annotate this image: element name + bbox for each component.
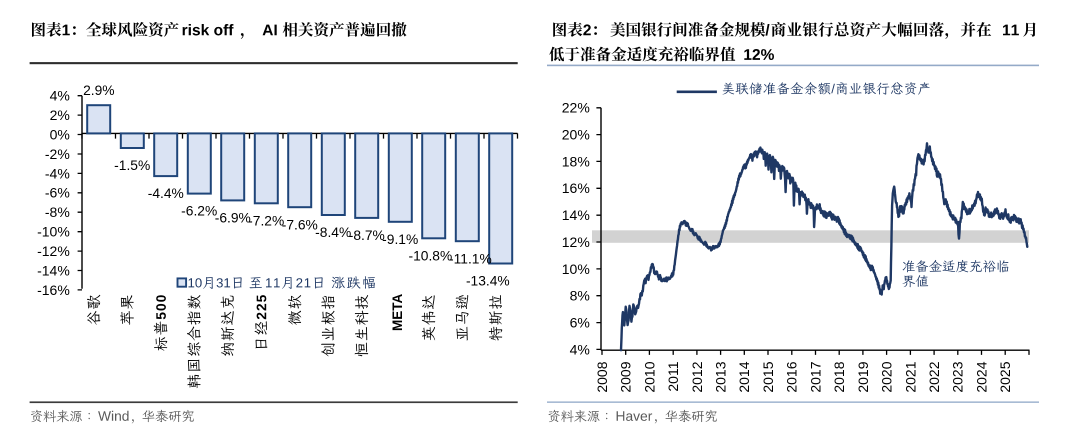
svg-text:18%: 18%: [562, 153, 590, 169]
svg-text:2025: 2025: [997, 361, 1013, 392]
svg-text:14%: 14%: [562, 207, 590, 223]
svg-text:2009: 2009: [618, 361, 634, 392]
svg-text:2010: 2010: [641, 361, 657, 392]
svg-text:2011: 2011: [665, 361, 681, 391]
svg-text:-7.2%: -7.2%: [248, 213, 284, 228]
svg-text:8%: 8%: [570, 288, 590, 304]
svg-text:-11.1%: -11.1%: [449, 251, 492, 266]
svg-text:-8%: -8%: [45, 204, 70, 220]
svg-text:-8.4%: -8.4%: [315, 225, 351, 240]
svg-text:12%: 12%: [562, 234, 590, 250]
svg-text:2019: 2019: [855, 361, 871, 392]
svg-text:-1.5%: -1.5%: [114, 158, 150, 173]
svg-text:2013: 2013: [713, 361, 729, 392]
svg-text:-8.7%: -8.7%: [349, 228, 385, 243]
svg-text:-16%: -16%: [37, 282, 70, 298]
svg-text:-10%: -10%: [37, 224, 70, 240]
svg-text:-12%: -12%: [37, 243, 70, 259]
svg-text:16%: 16%: [562, 180, 590, 196]
svg-text:META: META: [390, 293, 405, 330]
svg-text:-7.6%: -7.6%: [282, 217, 318, 232]
svg-text:-6.2%: -6.2%: [181, 204, 217, 219]
svg-text:2%: 2%: [50, 107, 70, 123]
svg-text:2018: 2018: [831, 361, 847, 392]
svg-text:2.9%: 2.9%: [83, 83, 114, 98]
svg-text:-6.9%: -6.9%: [215, 211, 251, 226]
svg-text:2023: 2023: [950, 361, 966, 392]
svg-text:0%: 0%: [50, 126, 70, 142]
svg-text:6%: 6%: [570, 314, 590, 330]
svg-text:-10.8%: -10.8%: [409, 248, 453, 263]
svg-text:-9.1%: -9.1%: [382, 232, 418, 247]
svg-text:20%: 20%: [562, 127, 590, 143]
svg-text:-2%: -2%: [45, 146, 70, 162]
svg-text:2015: 2015: [760, 361, 776, 392]
svg-text:4%: 4%: [570, 341, 590, 357]
svg-text:2024: 2024: [973, 361, 989, 392]
svg-text:-4.4%: -4.4%: [148, 186, 184, 201]
svg-text:2008: 2008: [594, 361, 610, 392]
svg-text:2020: 2020: [879, 361, 895, 392]
svg-text:-13.4%: -13.4%: [466, 274, 510, 289]
svg-text:4%: 4%: [50, 88, 70, 104]
svg-text:2014: 2014: [736, 361, 752, 392]
svg-text:-6%: -6%: [45, 185, 70, 201]
svg-text:22%: 22%: [562, 100, 590, 116]
svg-text:2021: 2021: [902, 361, 918, 392]
svg-text:2012: 2012: [689, 361, 705, 392]
svg-text:2017: 2017: [807, 361, 823, 392]
svg-text:-4%: -4%: [45, 165, 70, 181]
svg-text:2022: 2022: [926, 361, 942, 392]
svg-text:10%: 10%: [562, 261, 590, 277]
svg-text:-14%: -14%: [37, 262, 70, 278]
svg-text:2016: 2016: [784, 361, 800, 392]
